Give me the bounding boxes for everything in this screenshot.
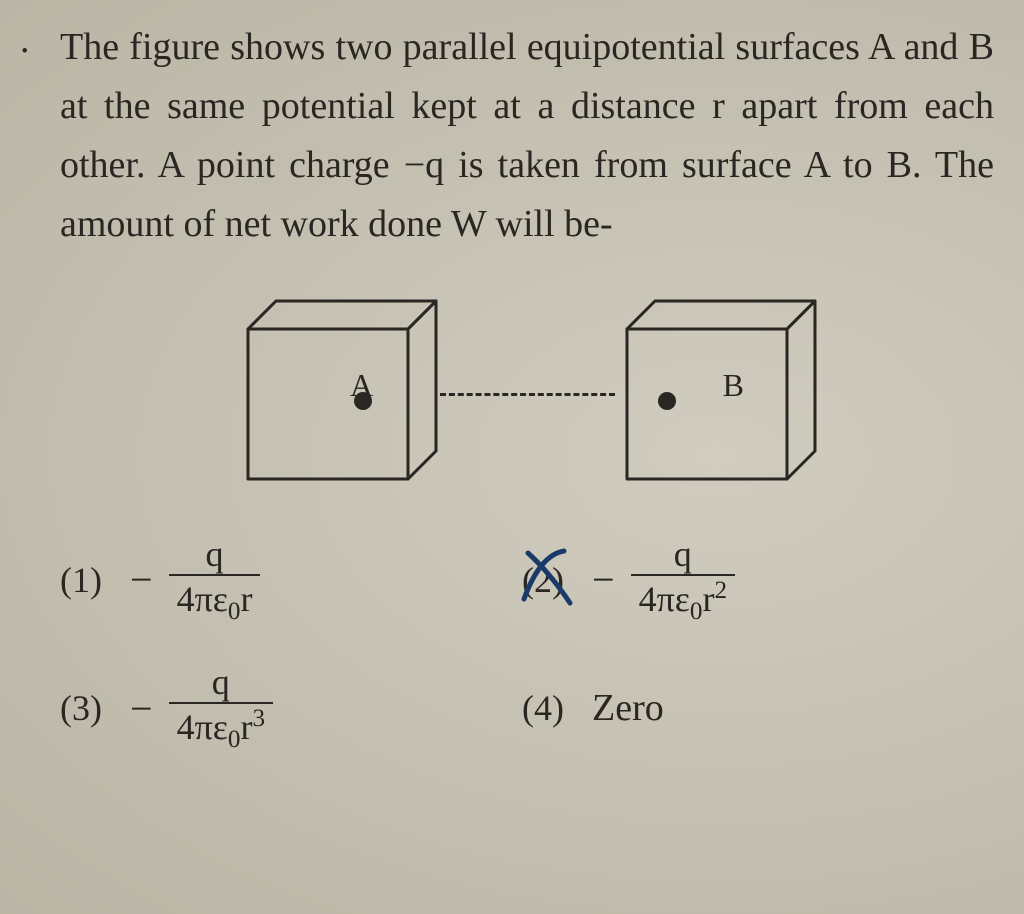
option-3-fraction: q 4πε0r3 [169, 662, 273, 754]
connector-line [440, 393, 615, 396]
option-1-number: (1) [60, 559, 116, 601]
option-4-text: Zero [592, 686, 664, 730]
figure: A B [60, 279, 994, 499]
options: (1) − q 4πε0r (2) − q 4πε0r2 [60, 534, 994, 755]
label-a: A [350, 367, 373, 404]
content-area: . The figure shows two parallel equipote… [0, 0, 1024, 772]
option-1-fraction: q 4πε0r [169, 534, 261, 626]
option-2-denominator: 4πε0r2 [631, 574, 735, 626]
option-3-number: (3) [60, 687, 116, 729]
option-2-sign: − [592, 556, 615, 603]
option-2-numerator: q [666, 534, 700, 574]
option-4-number: (4) [522, 687, 578, 729]
label-b: B [723, 367, 744, 404]
option-1-denominator: 4πε0r [169, 574, 261, 626]
option-2-fraction: q 4πε0r2 [631, 534, 735, 626]
option-3-numerator: q [204, 662, 238, 702]
surface-b-box [607, 289, 827, 489]
option-1: (1) − q 4πε0r [60, 534, 512, 626]
question-number: . [20, 18, 30, 62]
option-2: (2) − q 4πε0r2 [522, 534, 974, 626]
option-3-denominator: 4πε0r3 [169, 702, 273, 754]
option-2-number: (2) [522, 559, 578, 601]
surface-a-box [228, 289, 448, 489]
option-4: (4) Zero [522, 662, 974, 754]
option-1-numerator: q [198, 534, 232, 574]
option-3: (3) − q 4πε0r3 [60, 662, 512, 754]
option-3-sign: − [130, 685, 153, 732]
point-b-dot [658, 392, 676, 410]
question-text: The figure shows two parallel equipotent… [60, 18, 994, 254]
option-1-sign: − [130, 556, 153, 603]
